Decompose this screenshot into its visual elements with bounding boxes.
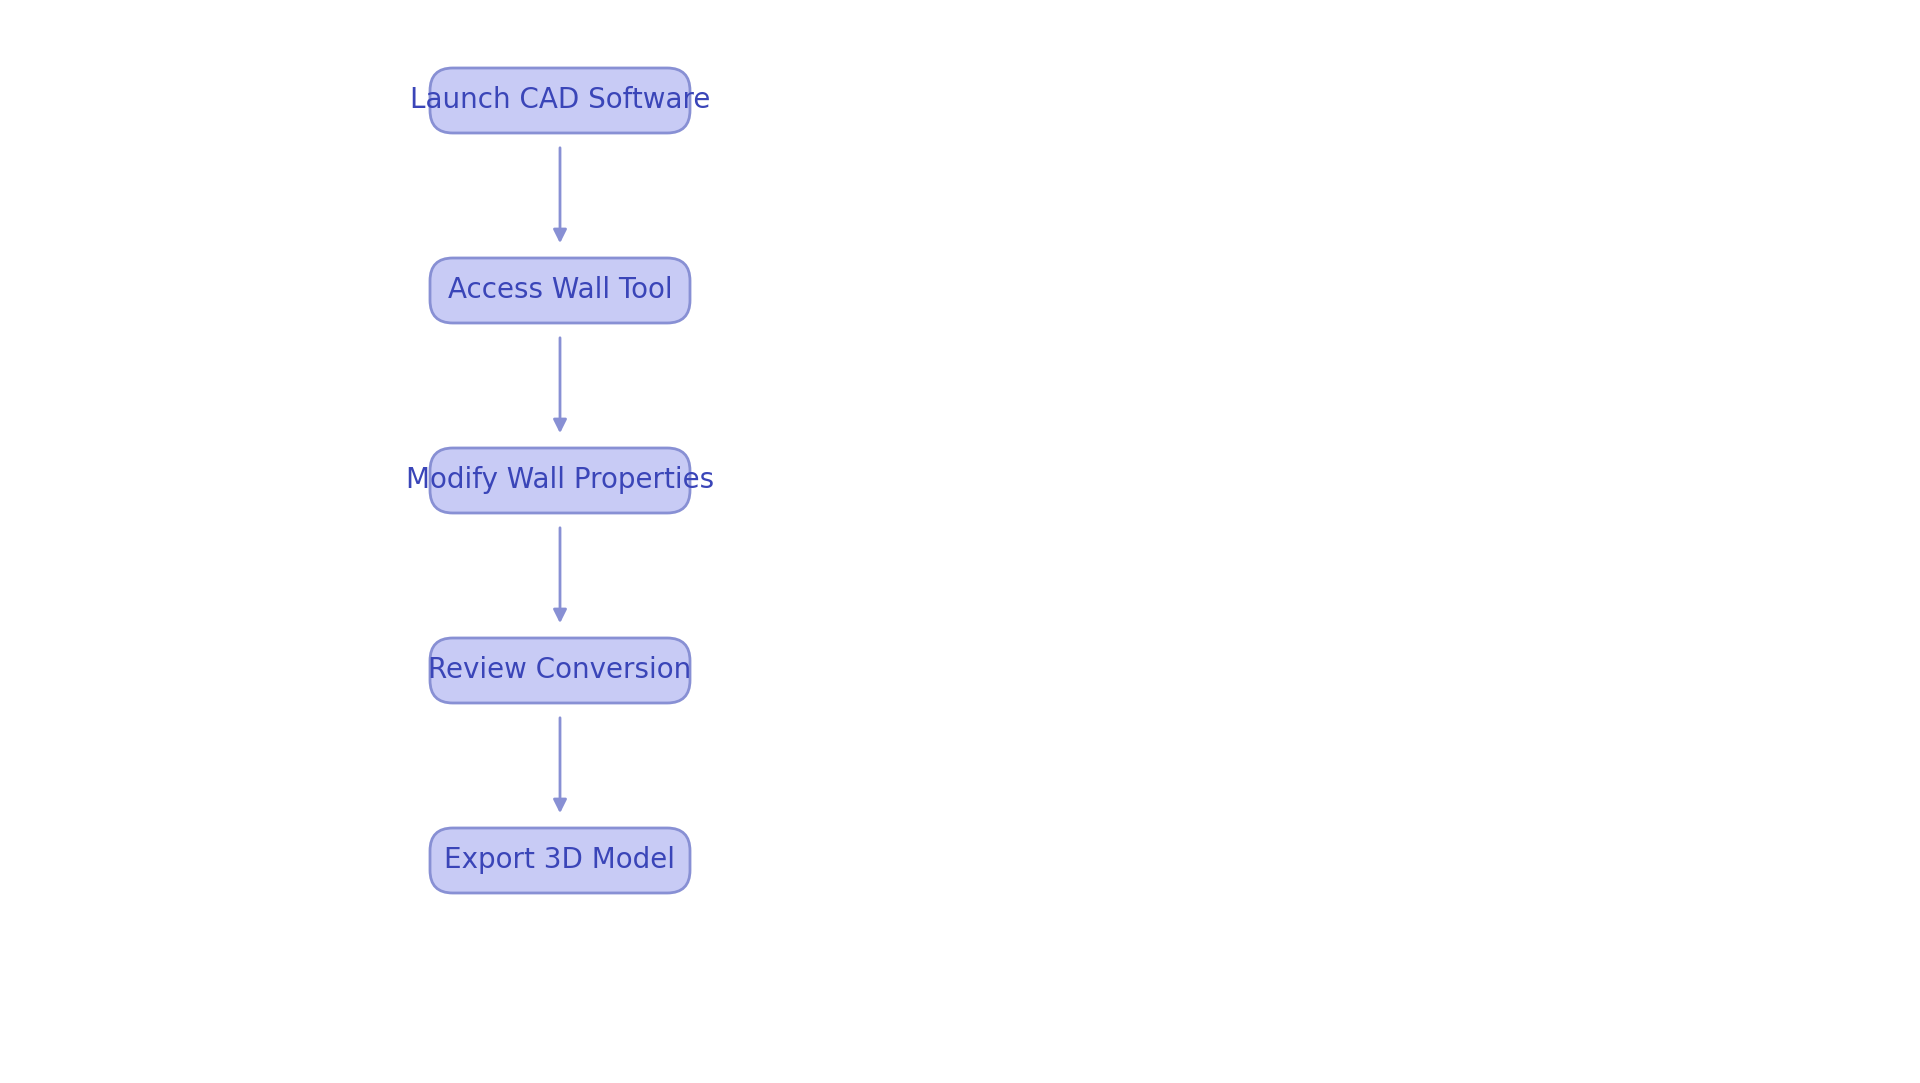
Text: Launch CAD Software: Launch CAD Software <box>409 87 710 115</box>
FancyBboxPatch shape <box>430 258 689 323</box>
Text: Modify Wall Properties: Modify Wall Properties <box>405 467 714 495</box>
FancyBboxPatch shape <box>430 68 689 133</box>
FancyBboxPatch shape <box>430 828 689 893</box>
FancyBboxPatch shape <box>430 638 689 703</box>
Text: Review Conversion: Review Conversion <box>428 656 691 684</box>
Text: Access Wall Tool: Access Wall Tool <box>447 276 672 304</box>
Text: Export 3D Model: Export 3D Model <box>445 847 676 874</box>
FancyBboxPatch shape <box>430 448 689 513</box>
